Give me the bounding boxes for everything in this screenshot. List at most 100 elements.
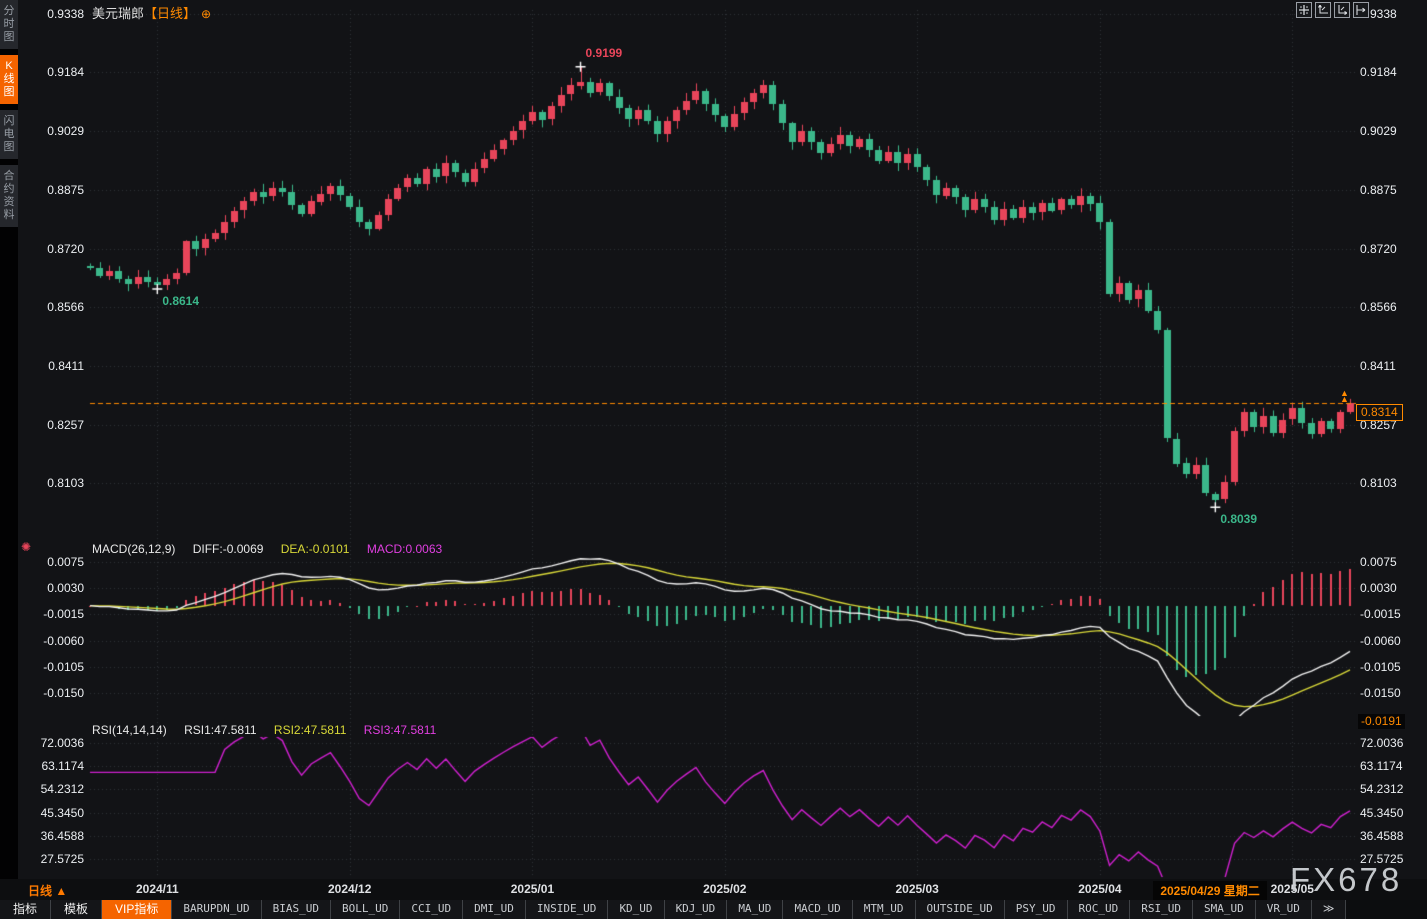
- rsi3-value: RSI3:47.5811: [363, 723, 437, 737]
- rsi-axis-label-left: 36.4588: [40, 828, 84, 843]
- time-axis-scale-icon[interactable]: [1334, 2, 1350, 18]
- rsi-axis-label-left: 54.2312: [40, 782, 84, 797]
- macd-axis-label-left: 0.0030: [47, 581, 84, 596]
- symbol-name: 美元瑞郎: [92, 6, 145, 21]
- indicator-tab-BOLL_UD[interactable]: BOLL_UD: [330, 900, 401, 919]
- x-axis-month-label: 2025/05: [1270, 882, 1314, 896]
- indicator-tab-VIP指标[interactable]: VIP指标: [102, 900, 173, 919]
- price-axis-label-left: 0.9029: [47, 124, 84, 139]
- current-price-arrow-icon: ▲ ▲: [1340, 387, 1349, 404]
- rsi-axis-label-left: 27.5725: [40, 852, 84, 866]
- indicator-tab-CCI_UD[interactable]: CCI_UD: [400, 900, 464, 919]
- period-selector-button[interactable]: 日线 ▲: [28, 884, 68, 898]
- macd-alert-icon[interactable]: ✺: [21, 540, 32, 554]
- sidebar-tab-合约资料[interactable]: 合约资料: [0, 165, 18, 227]
- time-axis: 日线 ▲ 2024/11 2024/12 2025/01 2025/02 2025/03…: [0, 879, 1427, 900]
- price-axis-label-left: 0.9184: [47, 65, 84, 80]
- high-price-label: 0.9199: [585, 45, 623, 60]
- macd-hist-value: MACD:0.0063: [366, 542, 443, 556]
- macd-params: MACD(26,12,9): [92, 542, 176, 556]
- indicator-tab-VR_UD[interactable]: VR_UD: [1255, 900, 1312, 919]
- rsi-axis-label-right: 54.2312: [1360, 782, 1404, 797]
- price-axis-label-right: 0.9029: [1360, 124, 1397, 139]
- indicator-tab-INSIDE_UD[interactable]: INSIDE_UD: [525, 900, 609, 919]
- fx678-watermark: FX678: [1290, 861, 1403, 898]
- indicator-tab-BARUPDN_UD[interactable]: BARUPDN_UD: [172, 900, 262, 919]
- macd-dea-value: DEA:-0.0101: [280, 542, 350, 556]
- price-axis-label-right: 0.8257: [1360, 417, 1397, 432]
- indicator-tab-DMI_UD[interactable]: DMI_UD: [463, 900, 526, 919]
- chart-title: 美元瑞郎【日线】 ⊕: [92, 3, 211, 22]
- macd-axis-label-right: -0.0105: [1360, 659, 1401, 674]
- sidebar-tab-闪电图[interactable]: 闪电图: [0, 110, 18, 159]
- macd-axis-label-left: -0.0105: [43, 659, 84, 674]
- price-axis-label-left: 0.8875: [47, 182, 84, 197]
- indicator-tab-MTM_UD[interactable]: MTM_UD: [852, 900, 916, 919]
- rsi1-value: RSI1:47.5811: [184, 723, 257, 737]
- price-axis-label-right: 0.8566: [1360, 300, 1397, 315]
- period-badge: 【日线】: [144, 6, 197, 21]
- price-axis-label-left: 0.8566: [47, 300, 84, 315]
- price-axis-label-right: 0.8720: [1360, 241, 1397, 256]
- indicator-tab-MA_UD[interactable]: MA_UD: [727, 900, 784, 919]
- indicator-toolbar: 指标 模板 VIP指标 BARUPDN_UD BIAS_UD BOLL_UD CCI_UD D…: [0, 900, 1427, 919]
- rsi-axis-label-left: 72.0036: [40, 736, 84, 750]
- rsi-axis-label-left: 63.1174: [41, 759, 85, 774]
- sidebar-tab-分时图[interactable]: 分时图: [0, 0, 18, 49]
- macd-axis-label-right: 0.0030: [1360, 581, 1397, 596]
- x-axis-month-label: 2024/12: [327, 882, 372, 896]
- rsi-params: RSI(14,14,14): [92, 723, 167, 737]
- chart-tools: [1296, 2, 1369, 18]
- indicator-tab-RSI_UD[interactable]: RSI_UD: [1130, 900, 1194, 919]
- macd-axis-label-left: -0.0060: [43, 633, 84, 648]
- macd-axis-label-right: -0.0015: [1360, 607, 1401, 622]
- indicator-tab-KD_UD[interactable]: KD_UD: [608, 900, 665, 919]
- indicator-tab-BIAS_UD[interactable]: BIAS_UD: [261, 900, 331, 919]
- price-axis-scale-icon[interactable]: [1315, 2, 1331, 18]
- price-axis-label-right: 0.8875: [1360, 182, 1397, 197]
- indicator-tab-≫[interactable]: ≫: [1311, 900, 1347, 919]
- x-axis-month-label: 2025/04: [1078, 882, 1122, 896]
- indicator-tab-模板[interactable]: 模板: [51, 900, 103, 919]
- low-price-label: 0.8039: [1220, 512, 1258, 527]
- indicator-tab-ROC_UD[interactable]: ROC_UD: [1067, 900, 1131, 919]
- price-axis-label-right: 0.8103: [1360, 476, 1397, 490]
- x-axis-month-label: 2025/03: [895, 882, 939, 896]
- price-axis-label-right: 0.9184: [1360, 65, 1397, 80]
- indicator-tab-KDJ_UD[interactable]: KDJ_UD: [664, 900, 728, 919]
- rsi2-value: RSI2:47.5811: [273, 723, 347, 737]
- indicator-tab-指标[interactable]: 指标: [0, 900, 52, 919]
- rsi-header: RSI(14,14,14) RSI1:47.5811 RSI2:47.5811 …: [92, 723, 450, 737]
- macd-axis-label-right: -0.0060: [1360, 633, 1401, 648]
- price-axis-label-right: 0.8411: [1360, 359, 1396, 374]
- crosshair-target-icon[interactable]: ⊕: [201, 7, 212, 21]
- rsi-axis-label-right: 72.0036: [1360, 736, 1404, 750]
- x-axis-month-label: 2025/01: [510, 882, 555, 896]
- macd-axis-current-value: -0.0191: [1358, 714, 1405, 729]
- crosshair-tool-icon[interactable]: [1296, 2, 1312, 18]
- low-price-label: 0.8614: [162, 293, 200, 308]
- macd-axis-label-left: -0.0015: [43, 607, 84, 622]
- macd-axis-label-right: -0.0150: [1360, 686, 1401, 700]
- indicator-tab-MACD_UD[interactable]: MACD_UD: [783, 900, 853, 919]
- price-axis-label-left: 0.8411: [48, 359, 84, 374]
- price-axis-label-left: 0.8720: [47, 241, 84, 256]
- macd-diff-value: DIFF:-0.0069: [192, 542, 264, 556]
- rsi-axis-label-right: 27.5725: [1360, 852, 1404, 866]
- price-axis-label-right: 0.9338: [1360, 7, 1397, 21]
- macd-axis-label-left: 0.0075: [47, 555, 84, 569]
- indicator-tab-OUTSIDE_UD[interactable]: OUTSIDE_UD: [915, 900, 1005, 919]
- indicator-tab-PSY_UD[interactable]: PSY_UD: [1004, 900, 1068, 919]
- rsi-axis-label-right: 45.3450: [1360, 805, 1404, 820]
- x-axis-month-label: 2024/11: [135, 882, 179, 896]
- rsi-axis-label-left: 45.3450: [40, 805, 84, 820]
- price-axis-label-left: 0.9338: [47, 7, 84, 21]
- current-price-tag: 0.8314: [1356, 403, 1403, 421]
- rsi-axis-label-right: 63.1174: [1360, 759, 1403, 774]
- indicator-tab-SMA_UD[interactable]: SMA_UD: [1193, 900, 1256, 919]
- pan-right-icon[interactable]: [1353, 2, 1369, 18]
